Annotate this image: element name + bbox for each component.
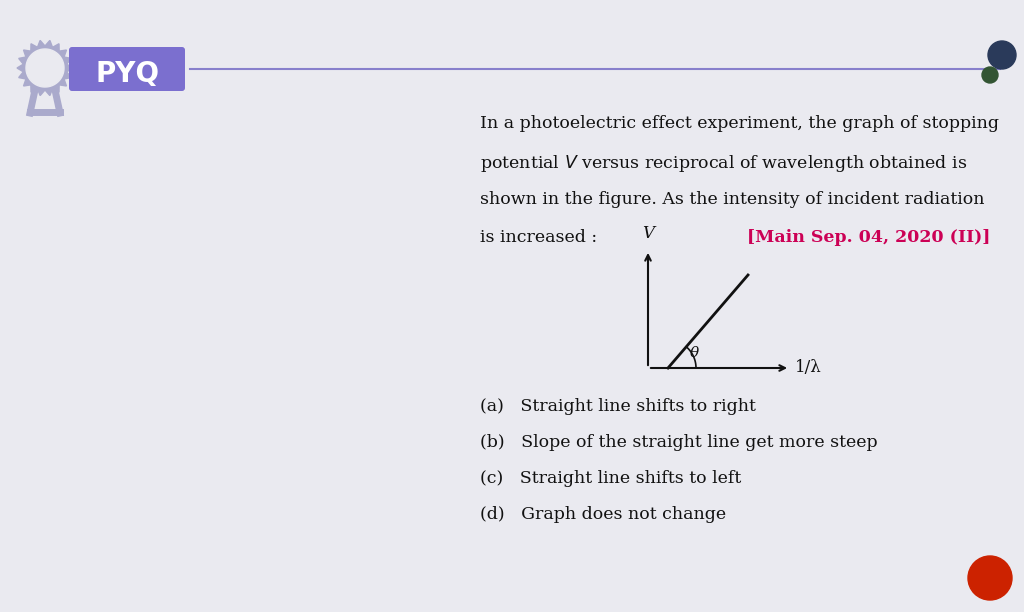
- Text: (c)   Straight line shifts to left: (c) Straight line shifts to left: [480, 470, 741, 487]
- Text: [Main Sep. 04, 2020 (II)]: [Main Sep. 04, 2020 (II)]: [746, 229, 990, 246]
- Polygon shape: [26, 49, 63, 87]
- Text: (a)   Straight line shifts to right: (a) Straight line shifts to right: [480, 398, 756, 415]
- Text: (b)   Slope of the straight line get more steep: (b) Slope of the straight line get more …: [480, 434, 878, 451]
- Text: is increased :: is increased :: [480, 229, 597, 246]
- Polygon shape: [17, 40, 73, 95]
- Text: V: V: [642, 225, 654, 242]
- Text: PYQ: PYQ: [95, 60, 159, 88]
- Text: θ: θ: [690, 346, 699, 360]
- FancyBboxPatch shape: [69, 47, 185, 91]
- Text: (d)   Graph does not change: (d) Graph does not change: [480, 506, 726, 523]
- Circle shape: [968, 556, 1012, 600]
- Circle shape: [988, 41, 1016, 69]
- Circle shape: [982, 67, 998, 83]
- Text: In a photoelectric effect experiment, the graph of stopping: In a photoelectric effect experiment, th…: [480, 115, 999, 132]
- Text: shown in the figure. As the intensity of incident radiation: shown in the figure. As the intensity of…: [480, 191, 984, 208]
- Text: 1/λ: 1/λ: [795, 359, 821, 376]
- Text: potential $V$ versus reciprocal of wavelength obtained is: potential $V$ versus reciprocal of wavel…: [480, 153, 968, 174]
